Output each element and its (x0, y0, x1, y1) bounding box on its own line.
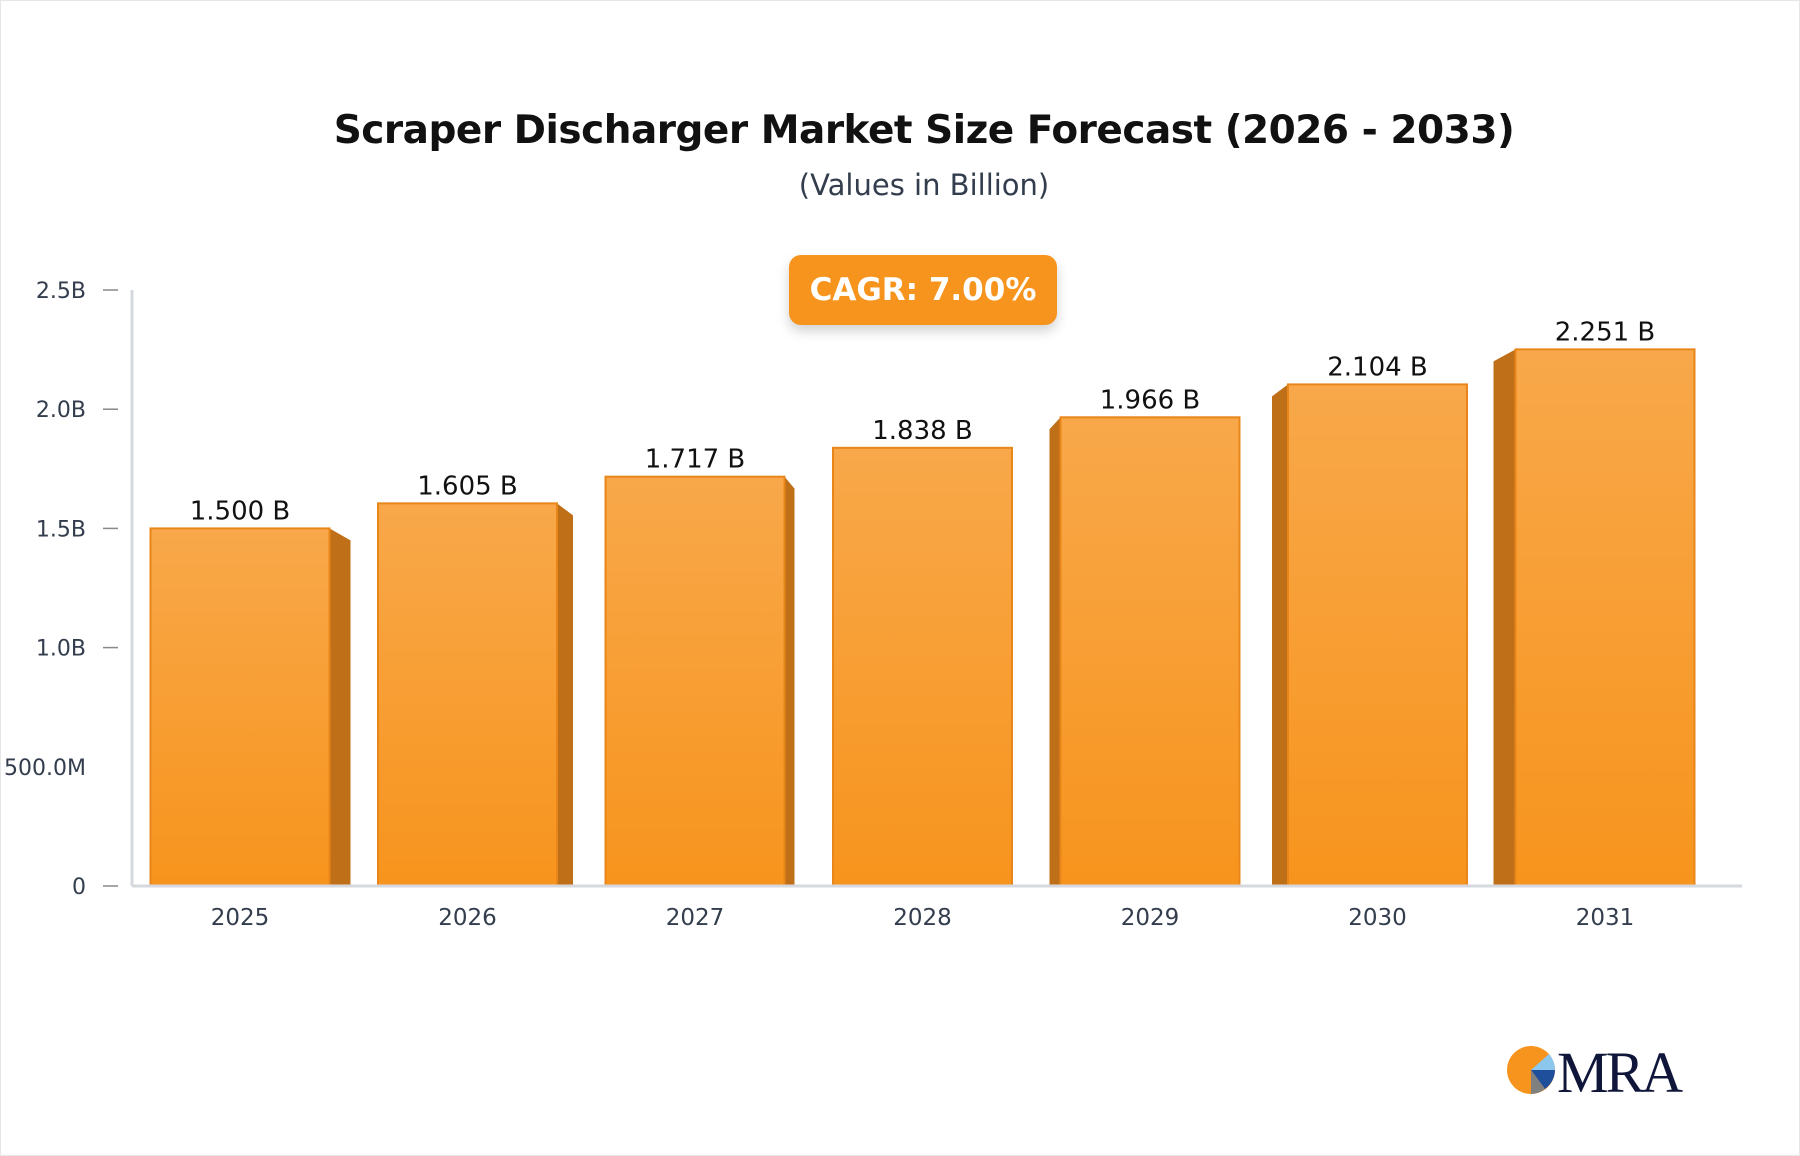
bar-2025 (149, 527, 331, 888)
y-tick-label: 1.5B (36, 517, 86, 542)
bar-2031 (1514, 348, 1696, 888)
data-label: 1.966 B (1100, 385, 1201, 415)
bar-side (557, 503, 573, 886)
mra-logo: MRA (1507, 1040, 1686, 1100)
bar-2030 (1287, 383, 1468, 887)
x-tick-label: 2027 (666, 905, 725, 931)
chart-title: Scraper Discharger Market Size Forecast … (333, 108, 1515, 153)
data-label: 1.500 B (190, 496, 291, 526)
data-label: 2.251 B (1555, 317, 1656, 347)
bar-side (1493, 349, 1516, 887)
bar-2029 (1059, 416, 1241, 887)
bar-side (1049, 417, 1061, 886)
x-tick-label: 2025 (211, 905, 270, 931)
bar-2027 (604, 475, 786, 887)
svg-text:MRA: MRA (1557, 1040, 1683, 1100)
y-tick-label: 1.0B (36, 637, 86, 662)
y-tick-label: 2.5B (36, 279, 86, 304)
bar-side (784, 476, 795, 886)
bar-2028 (832, 446, 1013, 887)
data-label: 1.838 B (872, 416, 973, 446)
y-tick-label: 2.0B (36, 398, 86, 423)
bar-2026 (377, 502, 558, 887)
x-tick-label: 2028 (893, 905, 952, 931)
cagr-badge: CAGR: 7.00% (789, 255, 1057, 325)
x-tick-label: 2029 (1121, 905, 1180, 931)
data-label: 1.605 B (417, 471, 518, 501)
y-tick-label: 0 (72, 875, 86, 900)
data-label: 2.104 B (1327, 352, 1428, 382)
chart-subtitle: (Values in Billion) (798, 168, 1050, 202)
x-tick-label: 2026 (438, 905, 497, 931)
data-label: 1.717 B (645, 445, 746, 475)
x-tick-label: 2031 (1576, 905, 1635, 931)
y-tick-label: 500.0M (4, 756, 86, 781)
bar-side (1272, 384, 1288, 886)
bar-side (329, 528, 351, 886)
x-tick-label: 2030 (1348, 905, 1407, 931)
